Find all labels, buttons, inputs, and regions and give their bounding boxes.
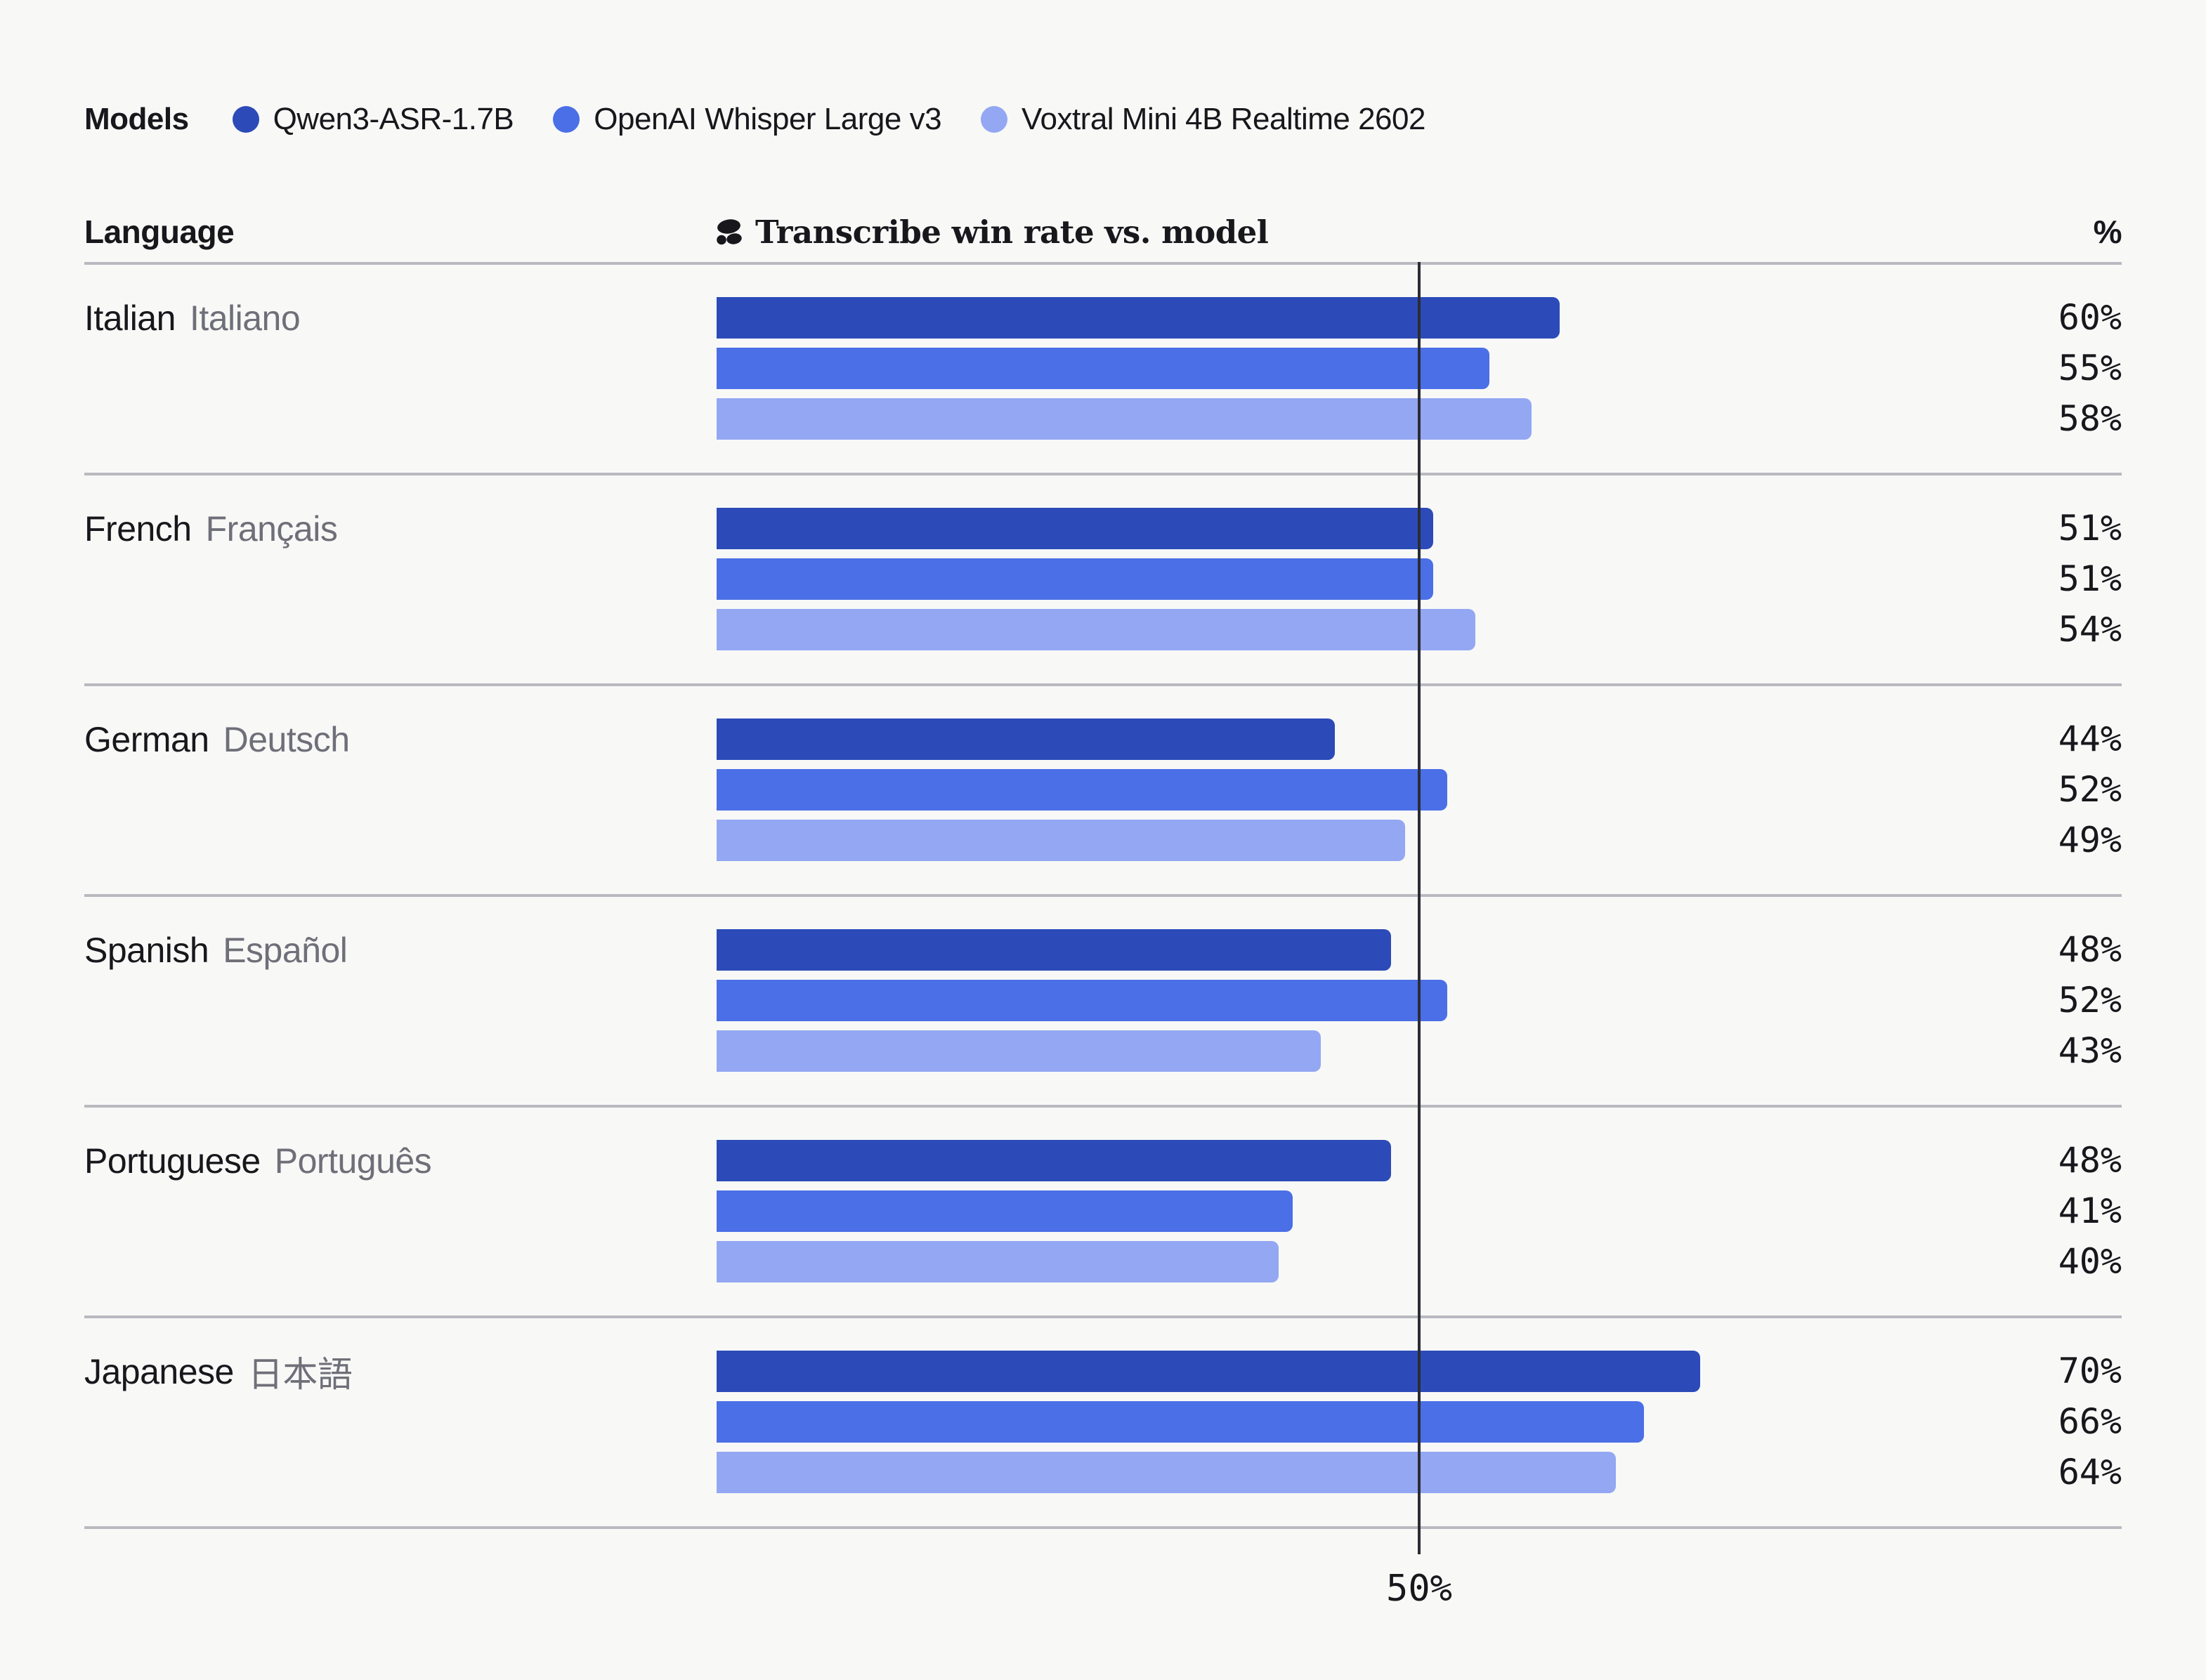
win-rate-bar [717,348,1489,389]
legend: Models Qwen3-ASR-1.7B OpenAI Whisper Lar… [84,0,2122,138]
win-rate-value: 40% [2058,1241,2122,1282]
metric-column-header: Transcribe win rate vs. model [717,213,1269,251]
scribe-logo-icon [717,218,743,245]
win-rate-bar [717,398,1532,440]
language-native-name: Italiano [189,298,301,338]
win-rate-value: 58% [2058,398,2122,439]
language-label: Japanese 日本語 [84,1351,353,1394]
bar-group [717,718,1447,861]
win-rate-value: 64% [2058,1452,2122,1492]
win-rate-bar [717,769,1447,811]
legend-items: Qwen3-ASR-1.7B OpenAI Whisper Large v3 V… [232,102,1465,137]
win-rate-value: 48% [2058,1140,2122,1181]
value-group: 48% 41% 40% [2058,1140,2122,1282]
table-row: Japanese 日本語 70% 66% 64% [84,1315,2122,1526]
language-label: German Deutsch [84,718,350,760]
language-column-header: Language [84,214,235,250]
win-rate-value: 66% [2058,1401,2122,1442]
value-group: 60% 55% 58% [2058,297,2122,440]
bar-group [717,1140,1391,1282]
win-rate-value: 41% [2058,1190,2122,1231]
table-row: Italian Italiano 60% 55% 58% [84,262,2122,473]
win-rate-bar [717,980,1447,1021]
legend-dot-icon [232,106,259,133]
legend-item: OpenAI Whisper Large v3 [553,102,942,137]
table-row: Portuguese Português 48% 41% 40% [84,1105,2122,1315]
win-rate-bar [717,1190,1293,1232]
win-rate-value: 51% [2058,558,2122,599]
legend-item-label: OpenAI Whisper Large v3 [594,102,942,136]
language-name: French [84,508,192,549]
win-rate-bar [717,508,1433,549]
language-label: Portuguese Português [84,1140,432,1181]
win-rate-value: 70% [2058,1351,2122,1391]
win-rate-bar [717,609,1475,650]
value-group: 44% 52% 49% [2058,718,2122,861]
fifty-percent-axis-label: 50% [1386,1568,1452,1610]
win-rate-bar [717,1241,1279,1282]
win-rate-value: 48% [2058,929,2122,970]
win-rate-value: 55% [2058,348,2122,388]
win-rate-value: 52% [2058,769,2122,810]
legend-item: Voxtral Mini 4B Realtime 2602 [981,102,1425,137]
bar-group [717,1351,1700,1493]
table-row: German Deutsch 44% 52% 49% [84,683,2122,894]
value-group: 70% 66% 64% [2058,1351,2122,1493]
language-name: Japanese [84,1351,234,1391]
language-native-name: Français [205,508,338,549]
win-rate-value: 51% [2058,508,2122,549]
fifty-percent-reference-line [1418,262,1421,1554]
table-row: Spanish Español 48% 52% 43% [84,894,2122,1105]
value-group: 51% 51% 54% [2058,508,2122,650]
win-rate-bar [717,558,1433,600]
table-row: French Français 51% 51% 54% [84,473,2122,683]
win-rate-bar [717,1140,1391,1181]
column-headers: Language Transcribe win rate vs. model % [84,213,2122,251]
language-name: Portuguese [84,1141,261,1181]
legend-item-label: Voxtral Mini 4B Realtime 2602 [1022,102,1425,136]
language-label: French Français [84,508,338,549]
legend-item-label: Qwen3-ASR-1.7B [273,102,514,136]
win-rate-bar [717,1401,1644,1443]
percent-column-header: % [2093,214,2122,250]
language-native-name: 日本語 [247,1354,353,1394]
language-native-name: Español [223,930,348,970]
legend-item: Qwen3-ASR-1.7B [232,102,514,137]
language-name: German [84,719,209,759]
win-rate-bar [717,1030,1321,1072]
win-rate-value: 44% [2058,718,2122,759]
language-native-name: Deutsch [223,719,350,759]
win-rate-value: 43% [2058,1030,2122,1071]
win-rate-bar [717,929,1391,971]
value-group: 48% 52% 43% [2058,929,2122,1072]
win-rate-value: 60% [2058,297,2122,338]
win-rate-value: 54% [2058,609,2122,650]
language-name: Italian [84,298,176,338]
metric-column-label: Transcribe win rate vs. model [755,213,1269,251]
legend-dot-icon [981,106,1008,133]
win-rate-bar [717,1351,1700,1392]
win-rate-value: 49% [2058,820,2122,860]
legend-dot-icon [553,106,580,133]
win-rate-value: 52% [2058,980,2122,1021]
language-native-name: Português [274,1141,432,1181]
bar-group [717,508,1475,650]
bar-group [717,929,1447,1072]
language-label: Italian Italiano [84,297,301,339]
bar-group [717,297,1560,440]
language-name: Spanish [84,930,209,970]
win-rate-bar [717,718,1335,760]
win-rate-bar [717,297,1560,339]
win-rate-bar [717,820,1405,861]
win-rate-bar [717,1452,1616,1493]
language-label: Spanish Español [84,929,348,971]
table: Italian Italiano 60% 55% 58% French França… [84,262,2122,1529]
legend-title: Models [84,102,189,136]
